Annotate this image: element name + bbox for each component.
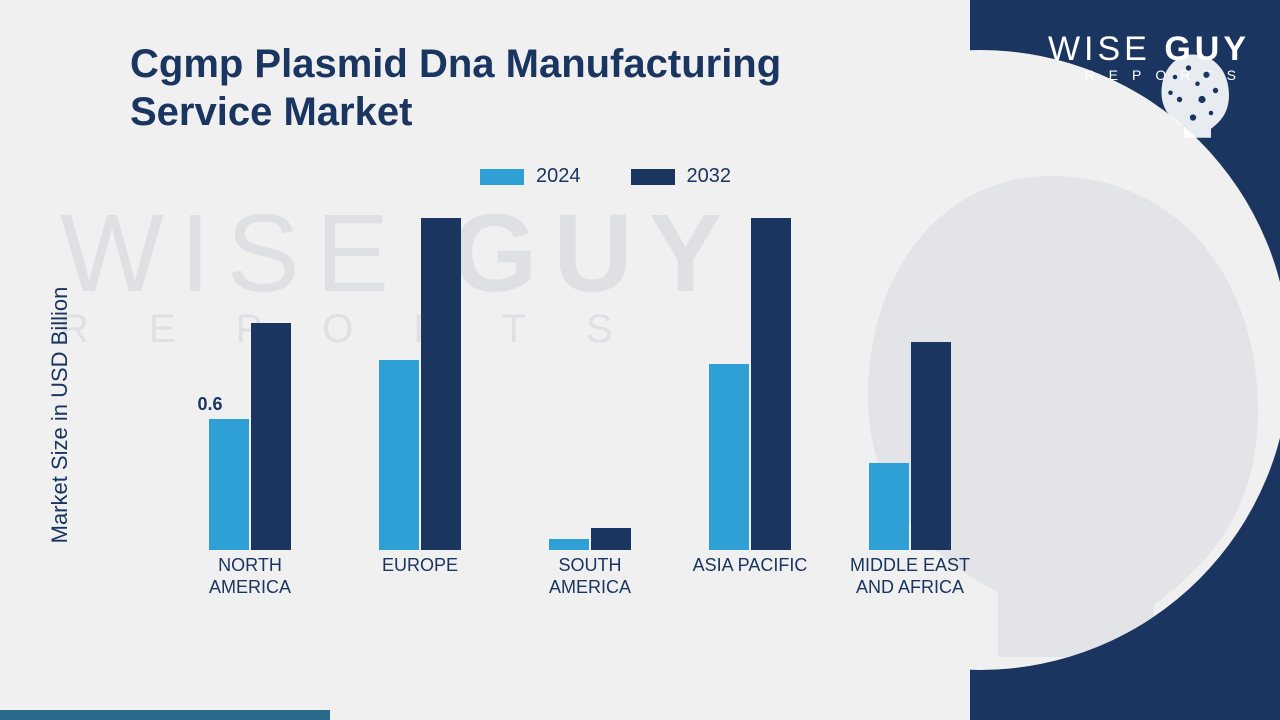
bar-2024: [209, 419, 249, 550]
x-axis-category-label: SOUTH AMERICA: [520, 555, 660, 598]
bottom-accent-bar: [0, 710, 330, 720]
chart-title: Cgmp Plasmid Dna Manufacturing Service M…: [130, 40, 890, 136]
x-axis-category-label: EUROPE: [350, 555, 490, 577]
bar-group: [690, 218, 810, 551]
bar-2032: [421, 218, 461, 551]
chart-canvas: WISE GUY REPORTS Cgmp Plasmid Dna Manufa…: [0, 0, 1280, 720]
plot-area: 0.6: [130, 200, 950, 550]
bar-group: [360, 218, 480, 551]
bar-group: 0.6: [190, 323, 310, 551]
x-axis-category-label: ASIA PACIFIC: [680, 555, 820, 577]
bar-2024: [549, 539, 589, 550]
bar-2032: [911, 342, 951, 550]
bar-2032: [591, 528, 631, 550]
x-axis-category-label: MIDDLE EAST AND AFRICA: [840, 555, 980, 598]
brand-a: WISE: [1048, 30, 1151, 68]
bar-group: [530, 528, 650, 550]
bar-2032: [251, 323, 291, 551]
bar-2024: [869, 463, 909, 551]
bar-2024: [379, 360, 419, 550]
bar-group: [850, 342, 970, 550]
bar-2032: [751, 218, 791, 551]
chart-area: Market Size in USD Billion 0.6 NORTH AME…: [70, 170, 970, 660]
brand-block: WISE GUY REPORTS: [990, 30, 1250, 83]
x-axis-category-label: NORTH AMERICA: [180, 555, 320, 598]
y-axis-label: Market Size in USD Billion: [47, 287, 73, 544]
bar-value-label: 0.6: [190, 394, 230, 415]
bar-2024: [709, 364, 749, 550]
brand-head-icon: [1148, 50, 1238, 140]
